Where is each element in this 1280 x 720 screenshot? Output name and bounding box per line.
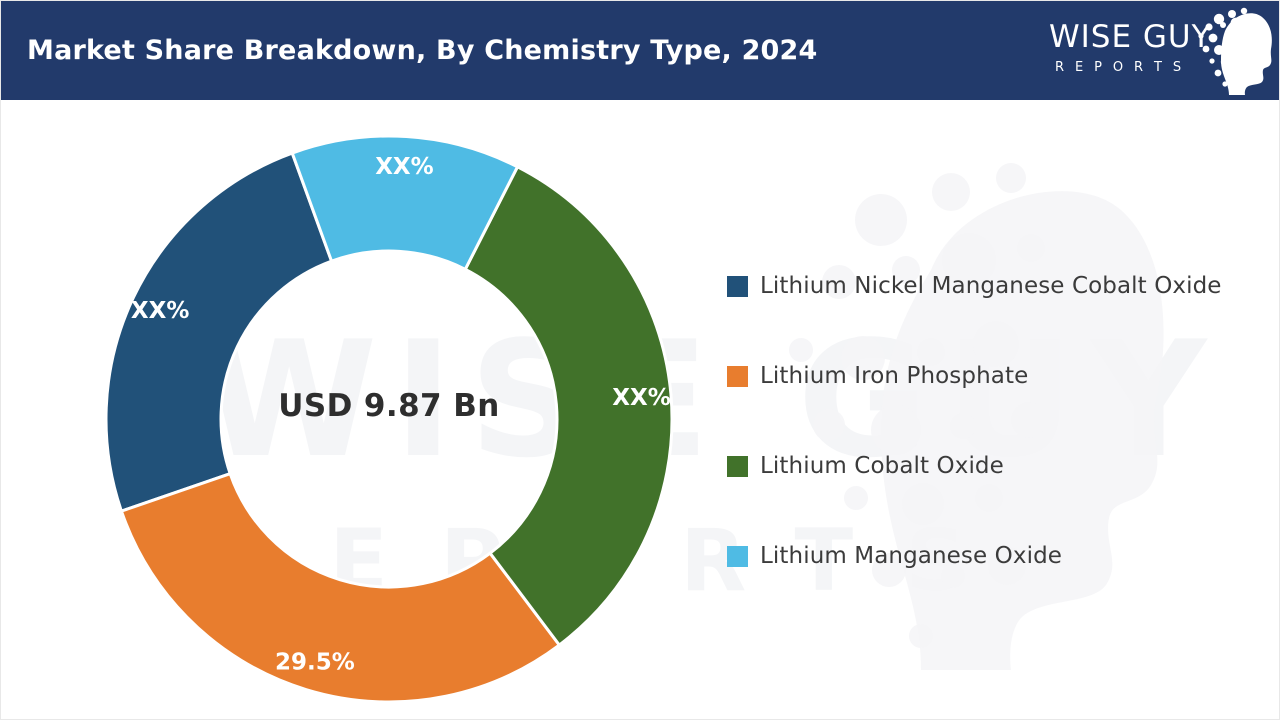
logo-line2: R E P O R T S (1055, 60, 1185, 75)
donut-center-value: USD 9.87 Bn (278, 388, 500, 424)
legend-label: Lithium Iron Phosphate (760, 363, 1029, 389)
donut-slice-label: XX% (612, 385, 671, 411)
donut-slice[interactable] (104, 151, 334, 514)
donut-slices (104, 134, 674, 704)
legend-swatch-icon (727, 455, 748, 477)
legend-swatch-icon (727, 545, 748, 567)
page-title: Market Share Breakdown, By Chemistry Typ… (27, 35, 818, 66)
donut-chart-svg: XX% 29.5% XX% XX% (104, 134, 674, 704)
donut-slice-label: XX% (375, 154, 434, 180)
legend-item-lithium-iron-phosphate[interactable]: Lithium Iron Phosphate (727, 331, 1275, 421)
donut-slice[interactable] (463, 164, 674, 648)
legend-item-lithium-cobalt-oxide[interactable]: Lithium Cobalt Oxide (727, 421, 1275, 511)
legend-label: Lithium Nickel Manganese Cobalt Oxide (760, 273, 1222, 299)
donut-slice[interactable] (119, 471, 562, 704)
page-header: Market Share Breakdown, By Chemistry Typ… (1, 1, 1279, 100)
donut-slice-labels: XX% 29.5% XX% XX% (131, 154, 671, 675)
logo-line1: WISE GUY (1049, 19, 1212, 55)
legend-item-lithium-manganese-oxide[interactable]: Lithium Manganese Oxide (727, 511, 1275, 601)
legend-swatch-icon (727, 365, 748, 387)
wise-guy-reports-logo-icon: WISE GUY R E P O R T S (1049, 7, 1272, 96)
legend-item-lithium-nickel-manganese-cobalt-oxide[interactable]: Lithium Nickel Manganese Cobalt Oxide (727, 241, 1275, 331)
donut-chart: XX% 29.5% XX% XX% USD 9.87 Bn (1, 100, 721, 719)
legend-swatch-icon (727, 275, 748, 297)
legend-label: Lithium Manganese Oxide (760, 543, 1063, 569)
logo-head-silhouette (1198, 7, 1272, 96)
donut-slice-label: XX% (131, 298, 190, 324)
donut-slice-label: 29.5% (275, 649, 355, 675)
chart-legend: Lithium Nickel Manganese Cobalt Oxide Li… (727, 241, 1275, 601)
legend-label: Lithium Cobalt Oxide (760, 453, 1004, 479)
donut-slice[interactable] (290, 134, 520, 272)
